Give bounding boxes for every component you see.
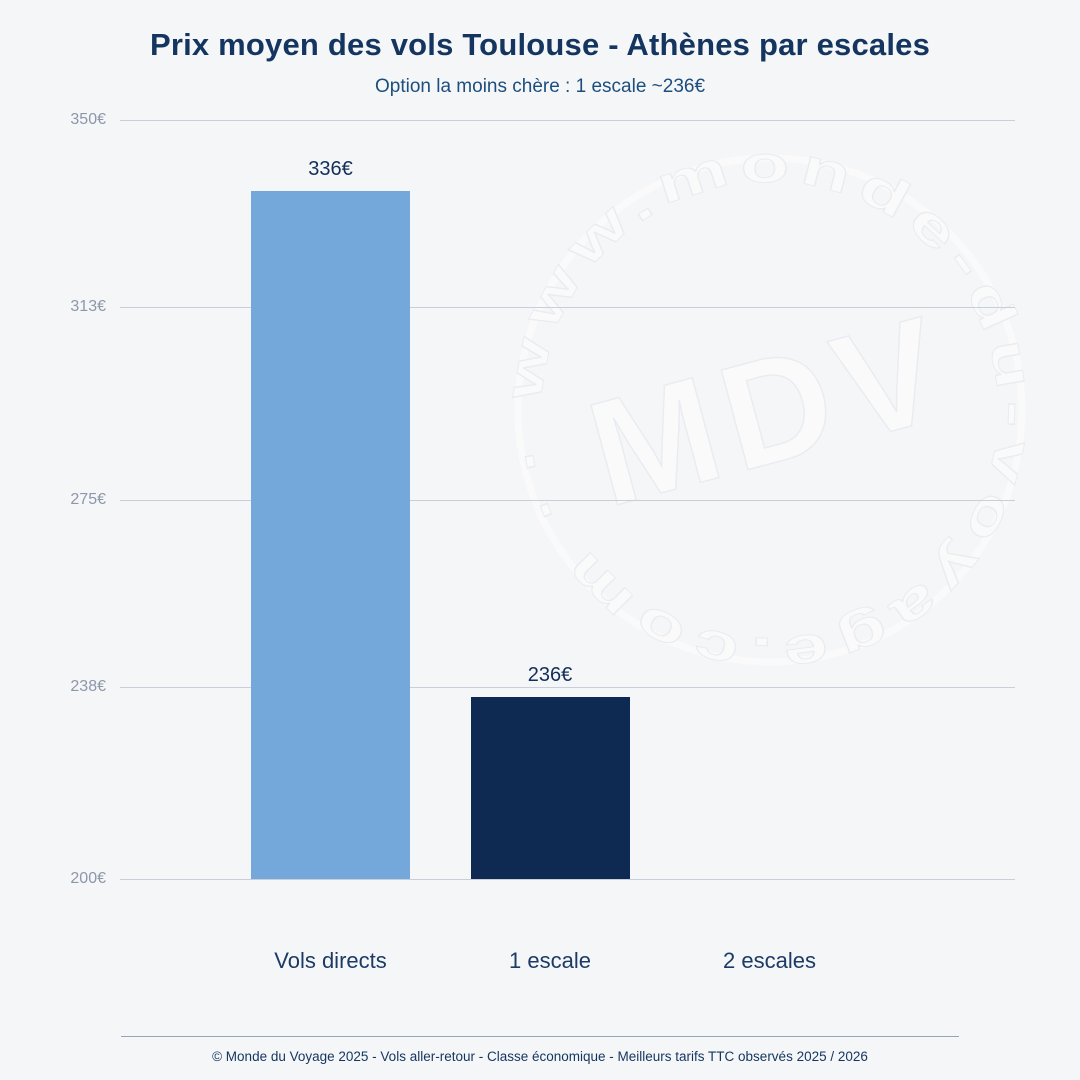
gridline [120,499,1015,501]
plot-area: 350€ 313€ 275€ 238€ 200€ 336€ 236€ [70,111,1015,887]
category-label: 1 escale [509,948,591,973]
gridline [120,686,1015,688]
footer-text: © Monde du Voyage 2025 - Vols aller-reto… [212,1049,868,1064]
y-axis-tick-label: 275€ [70,490,106,508]
y-axis-tick-label: 313€ [70,298,106,316]
y-axis-tick-label: 200€ [70,870,106,887]
x-axis-labels: Vols directs 1 escale 2 escales [120,948,1015,978]
category-label: Vols directs [274,948,387,973]
bar [251,190,410,879]
bar-value-label: 236€ [527,663,573,686]
y-axis-tick-label: 238€ [70,677,106,695]
chart-title: Prix moyen des vols Toulouse - Athènes p… [149,27,931,62]
gridline [120,307,1015,309]
bar [470,696,630,879]
chart-subtitle: Option la moins chère : 1 escale ~236€ [374,76,706,97]
gridline [120,879,1015,880]
y-axis-tick-label: 350€ [70,111,106,128]
category-label: 2 escales [723,948,816,973]
gridline [120,120,1015,121]
bar-value-label: 336€ [308,157,353,180]
footer-divider [121,1036,959,1037]
